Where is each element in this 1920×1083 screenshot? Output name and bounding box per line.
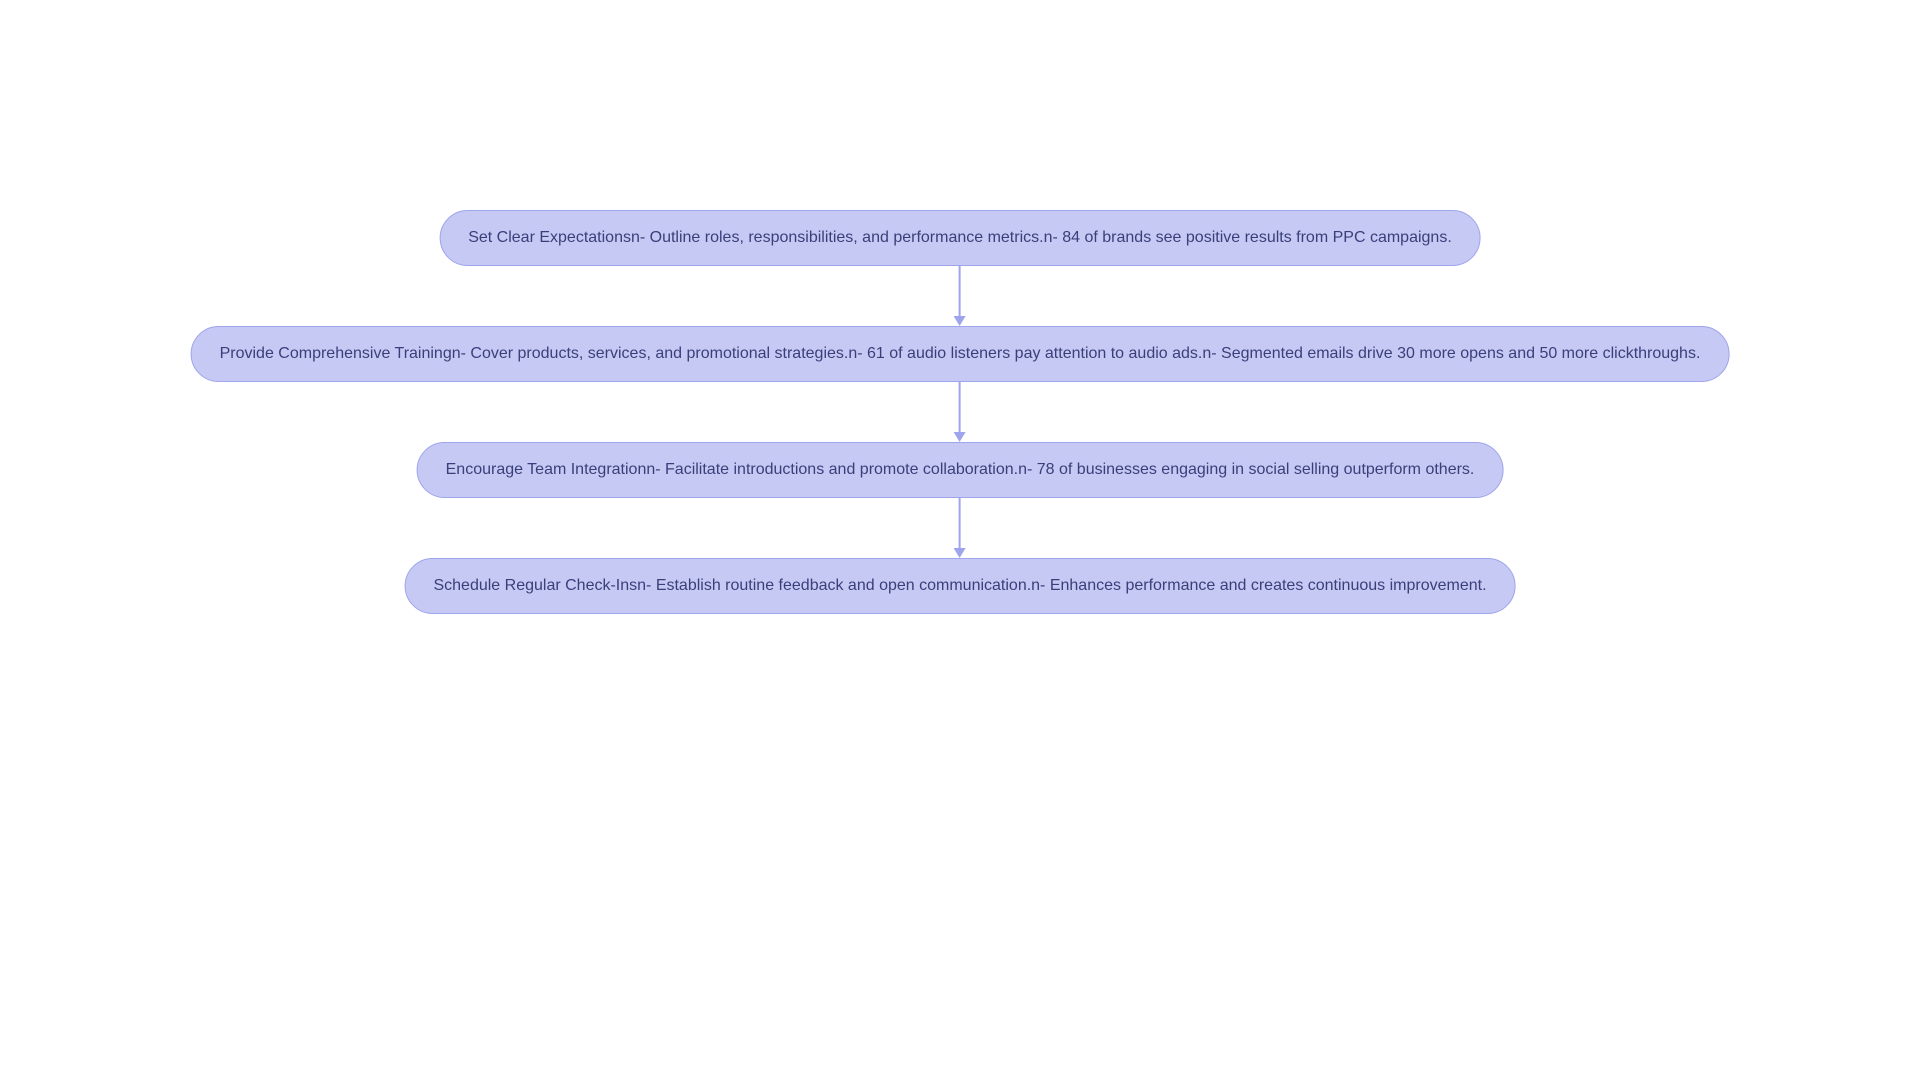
arrow-line <box>959 382 961 432</box>
arrow-2 <box>954 382 966 442</box>
flowchart-node-expectations: Set Clear Expectationsn- Outline roles, … <box>439 210 1481 266</box>
flowchart-node-checkins: Schedule Regular Check-Insn- Establish r… <box>404 558 1515 614</box>
flowchart-container: Set Clear Expectationsn- Outline roles, … <box>191 210 1730 614</box>
arrow-1 <box>954 266 966 326</box>
arrow-3 <box>954 498 966 558</box>
flowchart-node-training: Provide Comprehensive Trainingn- Cover p… <box>191 326 1730 382</box>
arrow-line <box>959 266 961 316</box>
arrow-head-icon <box>954 548 966 558</box>
flowchart-node-integration: Encourage Team Integrationn- Facilitate … <box>417 442 1504 498</box>
arrow-head-icon <box>954 432 966 442</box>
arrow-line <box>959 498 961 548</box>
arrow-head-icon <box>954 316 966 326</box>
